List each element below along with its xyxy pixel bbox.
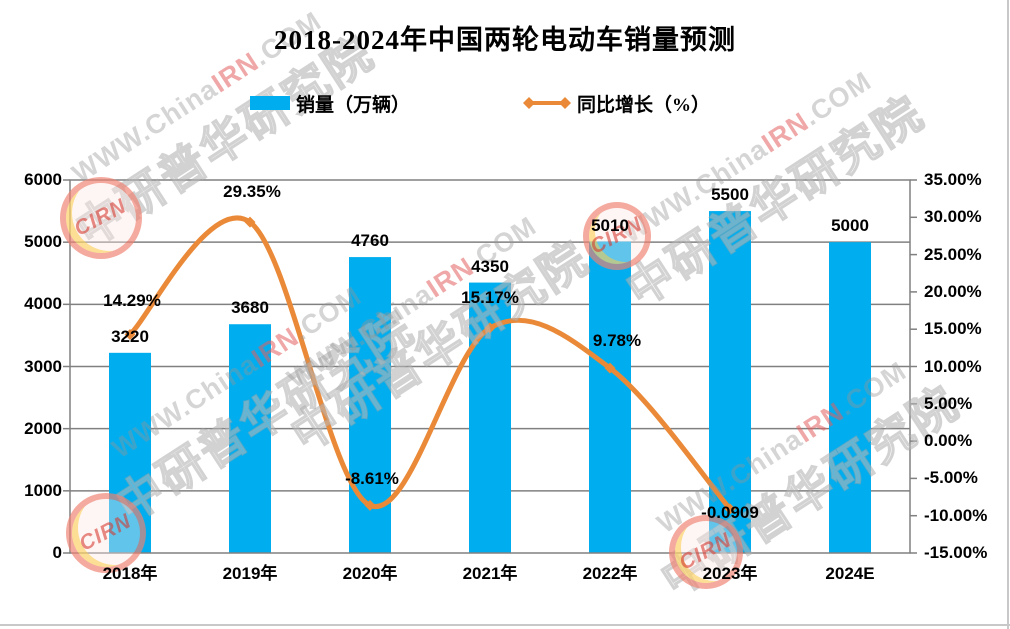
image-frame-bottom	[0, 624, 1010, 626]
bar-series-swatch	[250, 96, 290, 110]
line-marker-diamond	[244, 216, 256, 228]
legend-item-sales: 销量（万辆）	[250, 88, 410, 118]
legend-growth-label: 同比增长（%）	[577, 94, 711, 116]
image-frame-right	[1007, 0, 1009, 629]
growth-line	[127, 215, 733, 512]
bar	[709, 211, 751, 554]
legend-sales-label: 销量（万辆）	[296, 94, 411, 116]
bar	[589, 241, 631, 554]
bar	[829, 242, 871, 553]
line-marker-diamond	[124, 328, 136, 340]
line-marker-diamond	[364, 499, 376, 511]
line-marker-diamond	[724, 503, 736, 515]
line-series-marker-icon	[523, 97, 571, 109]
chart-title: 2018-2024年中国两轮电动车销量预测	[274, 25, 736, 55]
legend-item-growth: 同比增长（%）	[523, 88, 710, 118]
line-marker-diamond	[484, 322, 496, 334]
legend: 销量（万辆） 同比增长（%）	[0, 88, 1010, 118]
plot-border	[69, 179, 911, 554]
bar	[109, 352, 151, 553]
line-marker-diamond	[604, 362, 616, 374]
bar	[229, 324, 271, 553]
